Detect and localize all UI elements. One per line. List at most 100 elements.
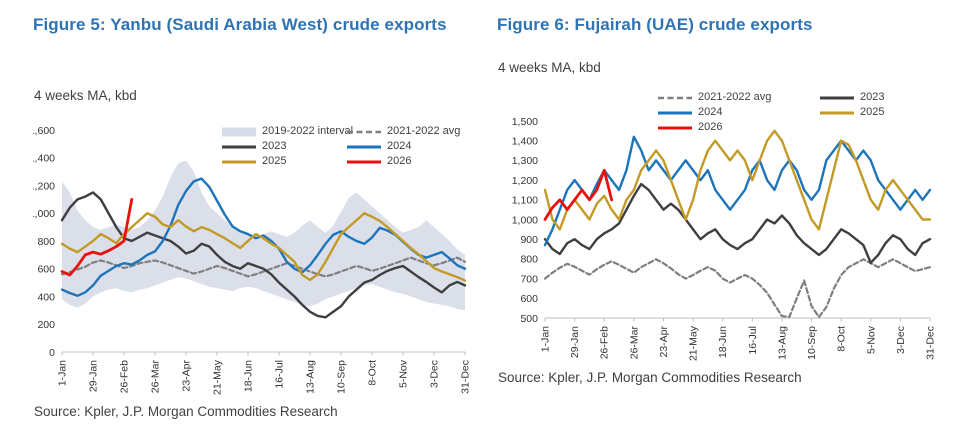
legend-label: 2026: [387, 155, 412, 167]
legend-swatch-line-icon: [222, 145, 256, 148]
figure-6-title: Figure 6: Fujairah (UAE) crude exports: [497, 15, 813, 34]
y-tick-label: 1,200: [33, 180, 55, 192]
x-tick-label: 18-Jun: [717, 326, 729, 358]
x-tick-label: 3-Dec: [895, 326, 907, 354]
series-2021-2022-avg-line: [60, 256, 467, 278]
legend-label: 2025: [860, 106, 885, 118]
x-tick-label: 8-Oct: [367, 360, 379, 386]
series-2024-line: [543, 135, 932, 247]
legend-item-2026: 2026: [658, 120, 771, 135]
legend-item-2023: 2023: [222, 139, 353, 154]
legend-label: 2024: [387, 140, 412, 152]
legend-swatch-line-icon: [347, 160, 381, 163]
figure-5-legend-column-2: 2021-2022 avg 2024 2026: [347, 124, 460, 169]
x-tick-label: 1-Jan: [540, 326, 552, 352]
legend-swatch-line-icon: [222, 160, 256, 163]
legend-item-2025: 2025: [820, 105, 884, 120]
y-tick-label: 900: [520, 234, 538, 246]
y-tick-label: 200: [37, 319, 55, 331]
legend-swatch-line-icon: [658, 126, 692, 129]
legend-label: 2025: [262, 155, 287, 167]
figure-6-legend-column-1: 2021-2022 avg 2024 2026: [658, 90, 771, 135]
series-2025-line: [543, 129, 932, 231]
x-tick-label: 26-Mar: [628, 326, 640, 360]
legend-item-2019-2022-interval: 2019-2022 interval: [222, 124, 353, 139]
legend-item-2021-2022-avg: 2021-2022 avg: [347, 124, 460, 139]
legend-swatch-dashed-icon: [658, 96, 692, 99]
x-tick-label: 16-Jul: [747, 326, 759, 355]
x-tick-label: 31-Dec: [925, 326, 937, 360]
figure-6-source: Source: Kpler, J.P. Morgan Commodities R…: [498, 370, 802, 385]
legend-item-2021-2022-avg: 2021-2022 avg: [658, 90, 771, 105]
legend-item-2026: 2026: [347, 154, 460, 169]
x-tick-label: 5-Nov: [398, 359, 410, 388]
x-axis: 1-Jan 29-Jan 26-Feb 26-Mar 23-Apr 21-May 18-Ju…: [540, 317, 937, 361]
y-axis-labels: 500 600 700 800 900 1,000 1,100 1,200 1,300 1,400…: [512, 116, 538, 325]
y-tick-label: 0: [49, 347, 55, 359]
y-tick-label: 1,100: [512, 195, 538, 207]
y-tick-label: 800: [520, 254, 538, 266]
figure-6-panel: Figure 6: Fujairah (UAE) crude exports 4…: [497, 0, 942, 440]
x-tick-label: 1-Jan: [57, 360, 69, 386]
x-tick-label: 16-Jul: [274, 360, 286, 389]
y-tick-label: 1,200: [512, 175, 538, 187]
legend-swatch-band-icon: [222, 127, 256, 136]
legend-label: 2021-2022 avg: [387, 125, 461, 137]
x-tick-label: 21-May: [212, 359, 224, 395]
y-tick-label: 1,400: [512, 136, 538, 148]
series-2023-line: [543, 182, 932, 265]
legend-swatch-dashed-icon: [347, 130, 381, 133]
legend-swatch-line-icon: [820, 96, 854, 99]
legend-item-2025: 2025: [222, 154, 353, 169]
x-tick-label: 23-Apr: [658, 325, 670, 357]
legend-swatch-line-icon: [658, 111, 692, 114]
series-2026-line: [543, 168, 614, 221]
series-2026-line: [60, 197, 134, 277]
y-tick-label: 800: [37, 236, 55, 248]
figure-6-units-label: 4 weeks MA, kbd: [498, 60, 601, 75]
x-tick-label: 29-Jan: [569, 326, 581, 358]
y-tick-label: 1,000: [512, 214, 538, 226]
legend-item-2024: 2024: [347, 139, 460, 154]
y-tick-label: 600: [37, 264, 55, 276]
legend-label: 2019-2022 interval: [262, 125, 354, 137]
x-tick-label: 29-Jan: [88, 360, 100, 392]
x-tick-label: 10-Sep: [336, 360, 348, 394]
x-tick-label: 5-Nov: [865, 325, 877, 354]
legend-swatch-line-icon: [820, 111, 854, 114]
figure-5-source: Source: Kpler, J.P. Morgan Commodities R…: [34, 404, 338, 419]
figure-5-legend-column-1: 2019-2022 interval 2023 2025: [222, 124, 353, 169]
x-tick-label: 8-Oct: [836, 326, 848, 352]
y-tick-label: 1,400: [33, 153, 55, 165]
y-tick-label: 1,300: [512, 155, 538, 167]
legend-label: 2021-2022 avg: [698, 91, 772, 103]
x-tick-label: 13-Aug: [776, 326, 788, 360]
figure-5-title: Figure 5: Yanbu (Saudi Arabia West) crud…: [33, 15, 447, 34]
series-2023-line: [60, 191, 467, 319]
fujairah-chart: 500 600 700 800 900 1,000 1,100 1,200 1,300 1,400…: [512, 116, 937, 361]
x-tick-label: 23-Apr: [181, 359, 193, 391]
legend-item-2023: 2023: [820, 90, 884, 105]
y-tick-label: 700: [520, 273, 538, 285]
legend-swatch-line-icon: [347, 145, 381, 148]
x-tick-label: 13-Aug: [305, 360, 317, 394]
x-axis: 1-Jan 29-Jan 26-Feb 26-Mar 23-Apr 21-May 18-Ju…: [57, 351, 471, 395]
legend-label: 2024: [698, 106, 723, 118]
legend-item-2024: 2024: [658, 105, 771, 120]
y-axis-labels: 0 200 400 600 800 1,000 1,200 1,400 1,600: [33, 125, 55, 359]
legend-label: 2023: [262, 140, 287, 152]
figure-6-legend-column-2: 2023 2025: [820, 90, 884, 120]
x-tick-label: 10-Sep: [806, 326, 818, 360]
y-tick-label: 1,600: [33, 125, 55, 137]
figure-5-panel: Figure 5: Yanbu (Saudi Arabia West) crud…: [33, 0, 478, 440]
legend-label: 2026: [698, 121, 723, 133]
x-tick-label: 31-Dec: [460, 360, 471, 394]
x-tick-label: 26-Feb: [599, 326, 611, 359]
x-tick-label: 3-Dec: [429, 360, 441, 388]
x-tick-label: 26-Mar: [150, 360, 162, 394]
y-tick-label: 1,000: [33, 208, 55, 220]
x-tick-label: 21-May: [688, 325, 700, 361]
x-tick-label: 18-Jun: [243, 360, 255, 392]
y-tick-label: 500: [520, 313, 538, 325]
